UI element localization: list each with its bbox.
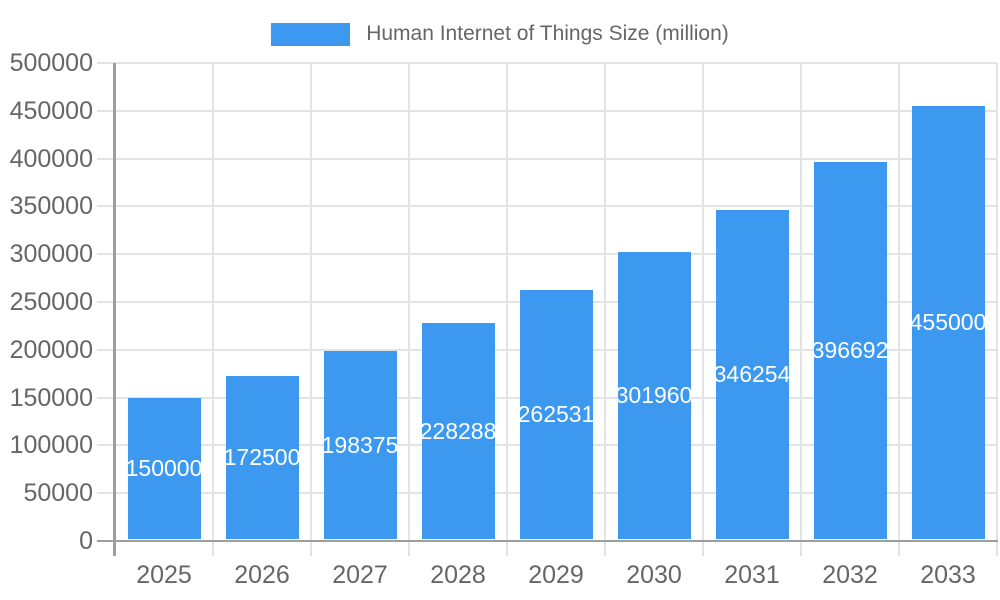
y-tick-label: 50000 bbox=[23, 479, 93, 508]
x-tick-label: 2028 bbox=[430, 561, 486, 589]
x-gridline bbox=[996, 63, 998, 556]
bar: 150000 bbox=[127, 397, 201, 540]
y-tick-label: 0 bbox=[79, 527, 93, 555]
y-tick-label: 300000 bbox=[9, 240, 93, 269]
y-gridline bbox=[97, 62, 997, 64]
x-tick-label: 2027 bbox=[332, 561, 388, 589]
y-tick-label: 150000 bbox=[9, 383, 93, 412]
y-gridline bbox=[97, 253, 997, 256]
x-gridline bbox=[212, 63, 214, 556]
bar-value-label: 396692 bbox=[813, 337, 887, 364]
x-tick-label: 2033 bbox=[920, 561, 976, 589]
x-tick-label: 2031 bbox=[724, 561, 780, 589]
y-gridline bbox=[97, 109, 997, 112]
y-gridline bbox=[97, 157, 997, 160]
x-tick-label: 2026 bbox=[234, 561, 290, 589]
bar-value-label: 228288 bbox=[421, 417, 495, 444]
bar-value-label: 262531 bbox=[519, 401, 593, 428]
bar-value-label: 346254 bbox=[715, 361, 789, 388]
bar: 396692 bbox=[813, 161, 887, 540]
x-gridline bbox=[898, 63, 900, 556]
x-tick-label: 2025 bbox=[136, 561, 192, 589]
bar: 346254 bbox=[715, 209, 789, 540]
x-tick-label: 2029 bbox=[528, 561, 584, 589]
x-gridline bbox=[310, 63, 312, 556]
bar: 172500 bbox=[225, 376, 299, 540]
y-tick-label: 200000 bbox=[9, 335, 93, 364]
x-gridline bbox=[800, 63, 802, 556]
x-gridline bbox=[604, 63, 606, 556]
bar-value-label: 301960 bbox=[617, 382, 691, 409]
bar: 455000 bbox=[911, 106, 985, 540]
x-gridline bbox=[506, 63, 508, 556]
chart-title: Human Internet of Things Size (million) bbox=[366, 22, 729, 45]
y-tick-label: 450000 bbox=[9, 96, 93, 125]
x-tick-label: 2030 bbox=[626, 561, 682, 589]
x-gridline bbox=[702, 63, 704, 556]
x-tick-label: 2032 bbox=[822, 561, 878, 589]
y-axis-line bbox=[113, 63, 116, 556]
y-gridline bbox=[97, 205, 997, 208]
bar: 198375 bbox=[323, 351, 397, 540]
legend-swatch bbox=[271, 22, 351, 46]
bar-value-label: 455000 bbox=[911, 309, 985, 336]
x-axis-line bbox=[97, 539, 998, 542]
y-tick-label: 250000 bbox=[9, 288, 93, 316]
bar: 228288 bbox=[421, 322, 495, 540]
y-tick-label: 500000 bbox=[9, 49, 93, 77]
y-tick-label: 100000 bbox=[9, 431, 93, 460]
x-gridline bbox=[408, 63, 410, 556]
bar-value-label: 150000 bbox=[127, 455, 201, 482]
bar: 262531 bbox=[519, 290, 593, 540]
legend: Human Internet of Things Size (million) bbox=[0, 20, 1000, 48]
bar: 301960 bbox=[617, 252, 691, 540]
bar-value-label: 172500 bbox=[225, 444, 299, 471]
y-tick-label: 350000 bbox=[9, 192, 93, 221]
bar-value-label: 198375 bbox=[323, 431, 397, 458]
y-tick-label: 400000 bbox=[9, 144, 93, 173]
